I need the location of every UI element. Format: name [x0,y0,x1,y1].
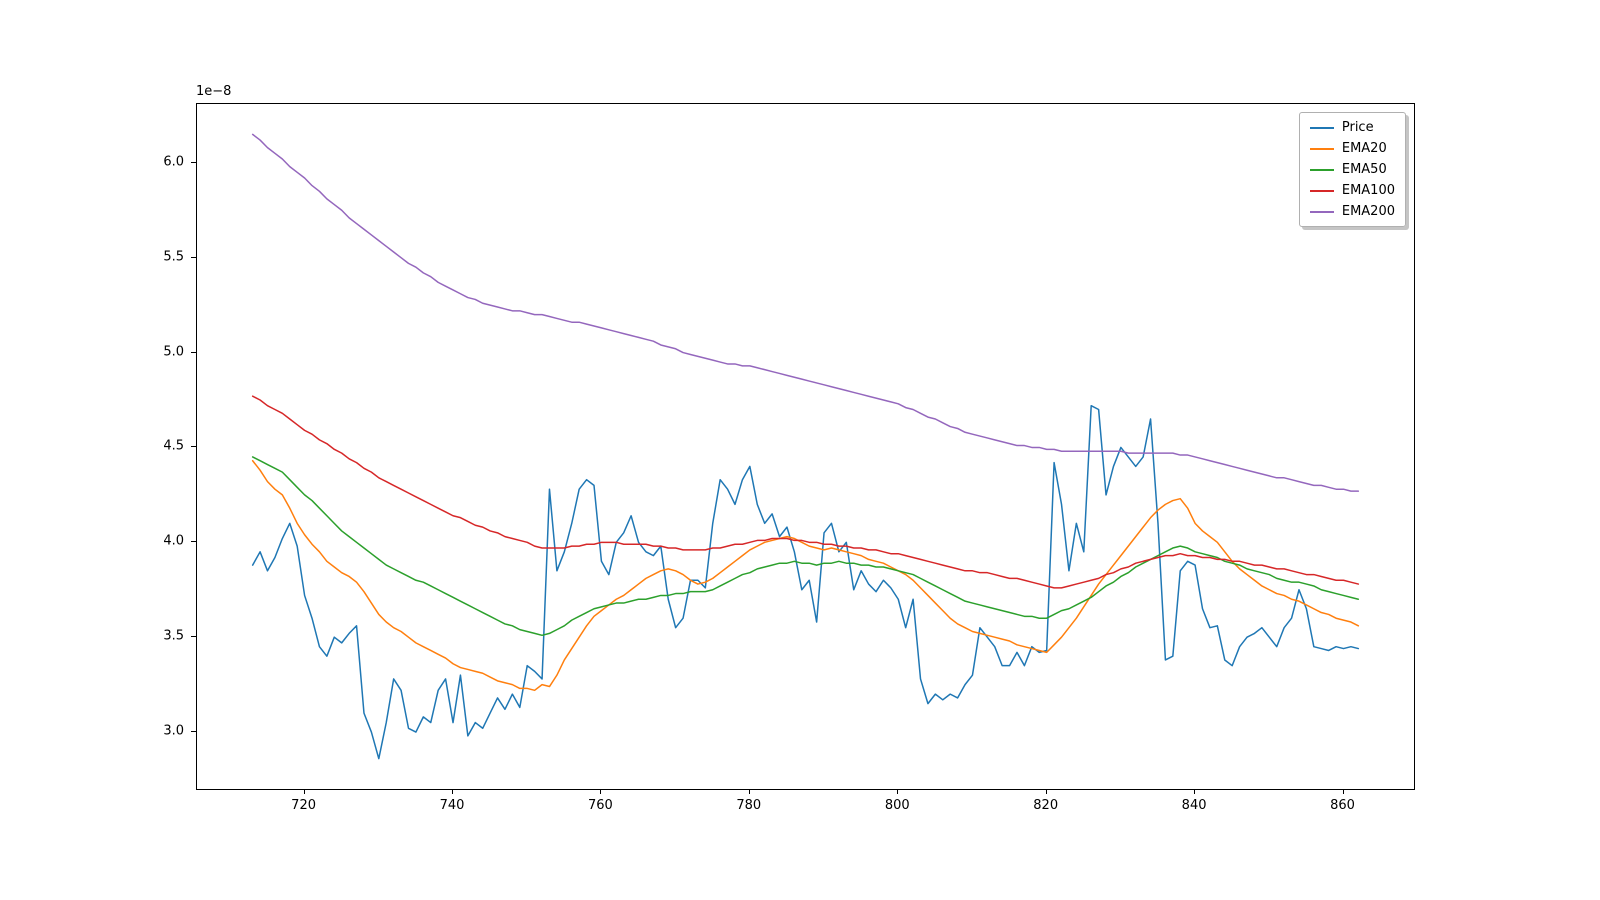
y-tick-label: 3.5 [163,628,184,644]
x-tick-label: 760 [587,798,613,813]
x-tick-label: 860 [1330,798,1355,813]
ema100-line-swatch [1309,189,1334,192]
legend-label-ema20: EMA20 [1341,141,1387,156]
y-tick-mark [191,161,196,163]
ema200-line-swatch [1309,210,1334,213]
series-line-price [251,404,1360,760]
x-tick-mark [303,789,305,794]
series-line-ema100 [251,395,1360,589]
legend-label-ema100: EMA100 [1341,183,1395,198]
y-tick-label: 6.0 [163,154,184,170]
legend: Price EMA20 EMA50 EMA100 EMA200 [1298,112,1406,227]
ema20-line-swatch [1309,147,1334,150]
legend-item-ema200: EMA200 [1309,204,1395,219]
x-tick-mark [1194,789,1196,794]
price-line-swatch [1309,126,1334,129]
x-tick-mark [452,789,453,794]
ema50-line-swatch [1309,168,1334,171]
y-tick-mark [191,256,196,258]
series-line-ema50 [251,456,1360,637]
legend-label-price: Price [1341,120,1374,135]
y-tick-label: 4.0 [163,533,184,549]
x-tick-mark [1342,789,1344,794]
y-tick-mark [191,446,196,448]
series-line-ema20 [251,459,1360,692]
y-tick-mark [191,541,196,543]
y-axis-offset-label: 1e−8 [196,84,232,99]
x-tick-label: 800 [884,798,910,813]
legend-item-ema20: EMA20 [1309,141,1395,156]
y-tick-mark [191,636,196,638]
y-tick-label: 5.5 [163,249,184,265]
x-tick-mark [600,789,602,794]
y-tick-label: 3.0 [163,723,184,739]
legend-item-ema100: EMA100 [1309,183,1395,198]
x-tick-mark [1045,789,1047,794]
y-tick-mark [191,351,196,353]
legend-item-price: Price [1309,120,1395,135]
plot-area: Price EMA20 EMA50 EMA100 EMA200 [196,103,1415,790]
x-tick-label: 820 [1033,798,1059,813]
x-tick-mark [897,789,899,794]
x-tick-label: 720 [291,798,317,813]
legend-label-ema200: EMA200 [1341,204,1395,219]
y-tick-mark [191,731,196,733]
y-tick-label: 4.5 [163,438,184,454]
legend-label-ema50: EMA50 [1341,162,1387,177]
legend-item-ema50: EMA50 [1309,162,1395,177]
x-tick-label: 840 [1181,798,1207,813]
y-tick-label: 5.0 [163,344,184,360]
chart-svg [251,133,1360,760]
x-tick-mark [748,789,750,794]
x-tick-label: 780 [736,798,762,813]
x-tick-label: 740 [439,798,465,813]
series-line-ema200 [251,133,1360,492]
